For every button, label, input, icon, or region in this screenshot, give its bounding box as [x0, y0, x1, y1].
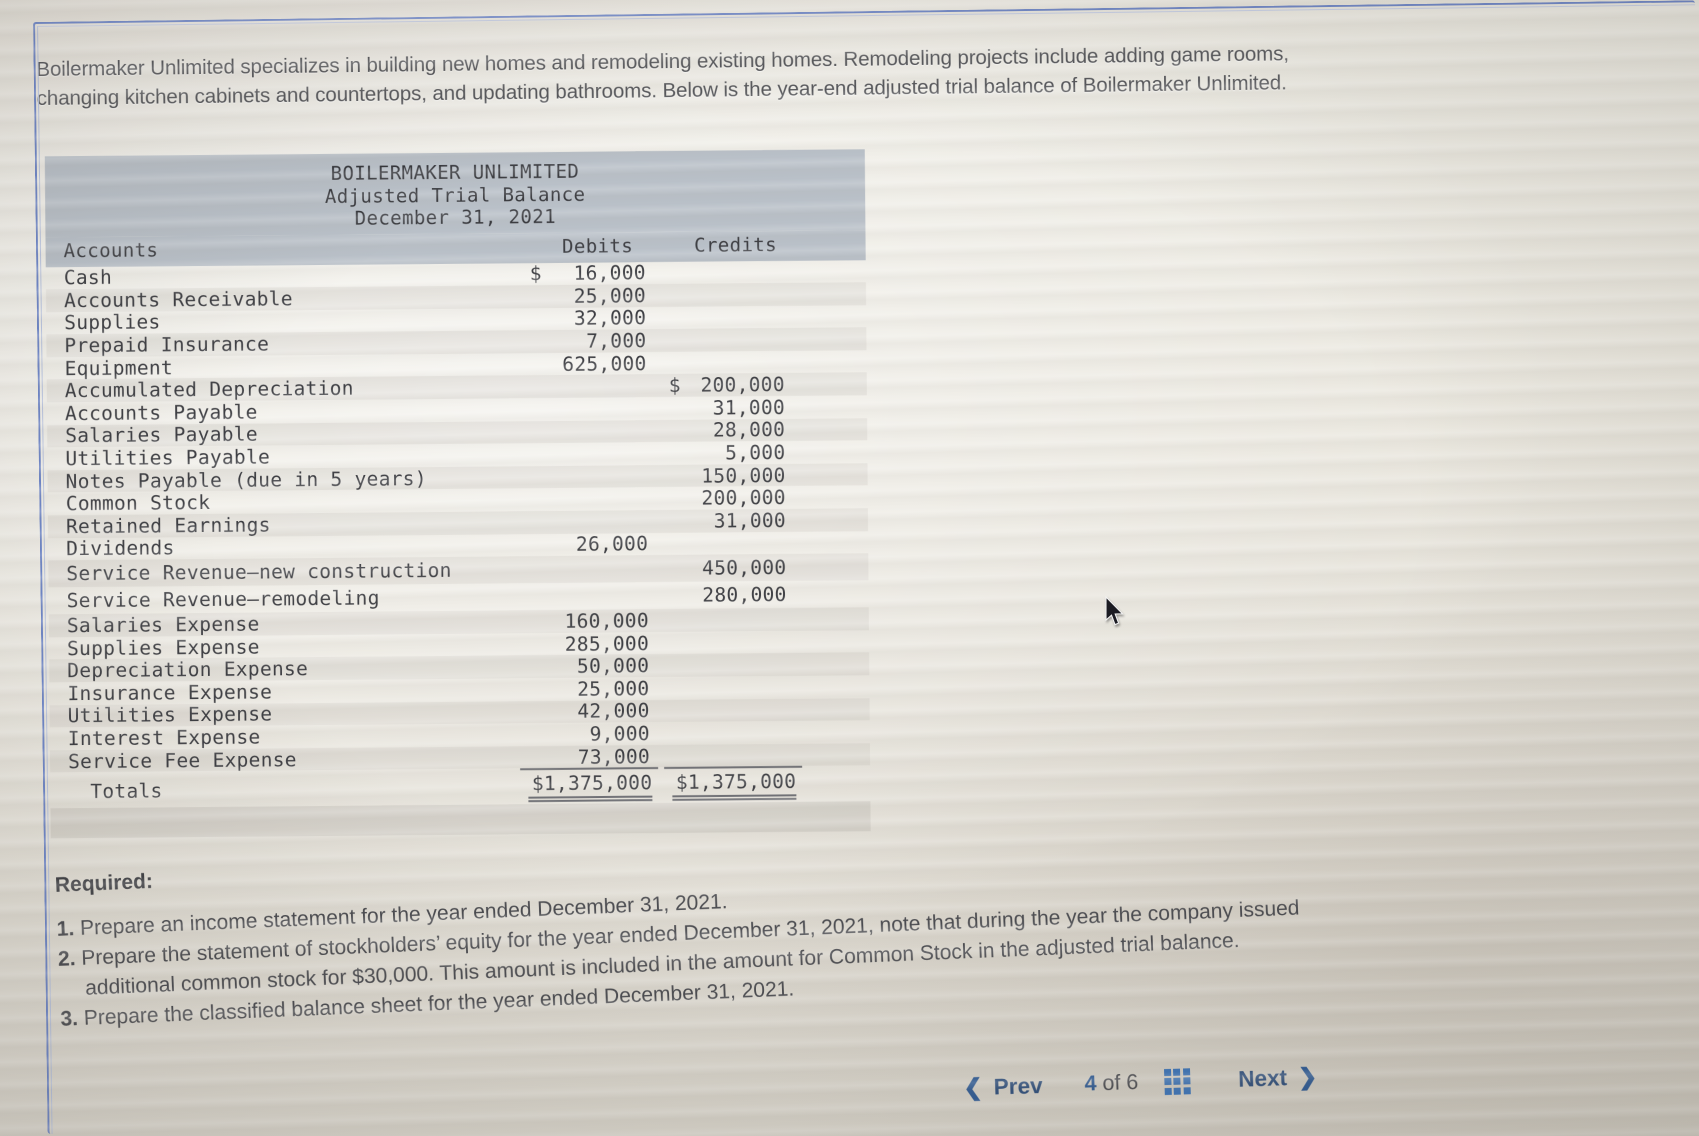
next-button[interactable]: Next ❯ — [1238, 1063, 1318, 1092]
row-debit-value: 32,000 — [573, 306, 647, 331]
row-debit-value: 285,000 — [564, 631, 650, 656]
row-credit-value — [680, 317, 792, 318]
row-credit-value: 200,000 — [700, 373, 785, 397]
row-credit-value — [683, 665, 795, 666]
row-debit-value: 16,000 — [573, 261, 646, 286]
row-account-name: Service Revenue—new construction — [66, 559, 452, 586]
row-credit-value: 200,000 — [701, 486, 786, 510]
totals-label: Totals — [90, 779, 163, 804]
grid-icon[interactable] — [1163, 1067, 1191, 1095]
row-credit-value — [683, 619, 795, 620]
row-credit-value — [682, 543, 794, 544]
row-credit-value — [684, 732, 796, 733]
column-header-debit-symbol-spacer — [515, 236, 541, 258]
row-credit-value: 280,000 — [702, 583, 787, 607]
row-account-name: Dividends — [66, 536, 175, 561]
total-page-count: 6 — [1125, 1069, 1139, 1095]
row-credit-value — [680, 294, 792, 295]
row-debit-value — [543, 454, 655, 455]
problem-intro-paragraph: Boilermaker Unlimited specializes in bui… — [36, 42, 1290, 110]
table-footer-band — [50, 801, 871, 839]
row-debit-value — [543, 386, 655, 387]
row-debit-value: 25,000 — [573, 284, 647, 308]
row-credit-currency-symbol: $ — [668, 374, 681, 398]
row-debit-value: 73,000 — [577, 744, 651, 769]
required-section: Required: 1. Prepare an income statement… — [54, 818, 1400, 1035]
row-credit-value — [684, 710, 796, 711]
column-header-credits: Credits — [694, 233, 778, 257]
row-debit-value: 625,000 — [562, 351, 647, 376]
row-credit-value: 31,000 — [712, 395, 786, 420]
row-debit-currency-symbol: $ — [529, 262, 542, 286]
next-button-label: Next — [1237, 1064, 1288, 1092]
row-debit-value — [545, 596, 657, 597]
column-header-credit-symbol-spacer — [653, 234, 679, 256]
prev-button[interactable]: ❮ Prev — [963, 1072, 1043, 1101]
current-page-number: 4 — [1084, 1071, 1097, 1096]
required-item-number: 1. — [56, 917, 75, 941]
chevron-right-icon: ❯ — [1297, 1063, 1318, 1090]
row-debit-value: 26,000 — [575, 532, 649, 557]
row-debit-value: 9,000 — [589, 722, 650, 746]
totals-debit-value: $1,375,000 — [520, 767, 659, 796]
page-navigation: ❮ Prev 4 of 6 Next ❯ — [963, 1063, 1318, 1101]
table-body: Cash $16,000 Accounts Receivable 25,000 Supp… — [45, 260, 871, 773]
page-counter-of: of — [1102, 1070, 1121, 1096]
row-credit-value — [684, 755, 796, 756]
row-debit-value — [544, 521, 656, 522]
row-credit-value: 450,000 — [702, 556, 787, 580]
row-credit-value — [680, 272, 792, 273]
row-credit-value — [681, 362, 793, 363]
row-debit-value: 160,000 — [564, 609, 649, 633]
row-credit-value — [683, 687, 795, 688]
row-debit-value — [544, 569, 656, 570]
row-credit-value — [683, 642, 795, 643]
row-credit-value: 31,000 — [713, 508, 787, 533]
required-item-number: 3. — [60, 1007, 79, 1031]
row-debit-value: 25,000 — [577, 676, 650, 701]
totals-credit-value: $1,375,000 — [664, 766, 803, 795]
row-account-name: Service Revenue—remodeling — [66, 586, 380, 613]
row-credit-value: 28,000 — [712, 418, 786, 443]
row-debit-value — [544, 476, 656, 477]
required-item-number: 2. — [57, 947, 76, 971]
table-title-block: BOILERMAKER UNLIMITED Adjusted Trial Bal… — [44, 149, 866, 237]
row-debit-value: 42,000 — [577, 699, 650, 724]
row-debit-value: 7,000 — [586, 329, 647, 353]
row-debit-value — [543, 408, 655, 409]
row-credit-value — [680, 339, 792, 340]
row-debit-value — [544, 499, 656, 500]
row-credit-value: 5,000 — [725, 440, 786, 465]
prev-button-label: Prev — [993, 1072, 1043, 1100]
page-counter: 4 of 6 — [1084, 1070, 1139, 1097]
row-debit-value: 50,000 — [576, 654, 650, 678]
adjusted-trial-balance-table: BOILERMAKER UNLIMITED Adjusted Trial Bal… — [44, 149, 871, 839]
row-debit-value — [543, 431, 655, 432]
column-header-debits: Debits — [561, 234, 634, 258]
column-header-accounts: Accounts — [63, 238, 159, 262]
chevron-left-icon: ❮ — [963, 1073, 984, 1101]
row-credit-value: 150,000 — [701, 463, 786, 488]
